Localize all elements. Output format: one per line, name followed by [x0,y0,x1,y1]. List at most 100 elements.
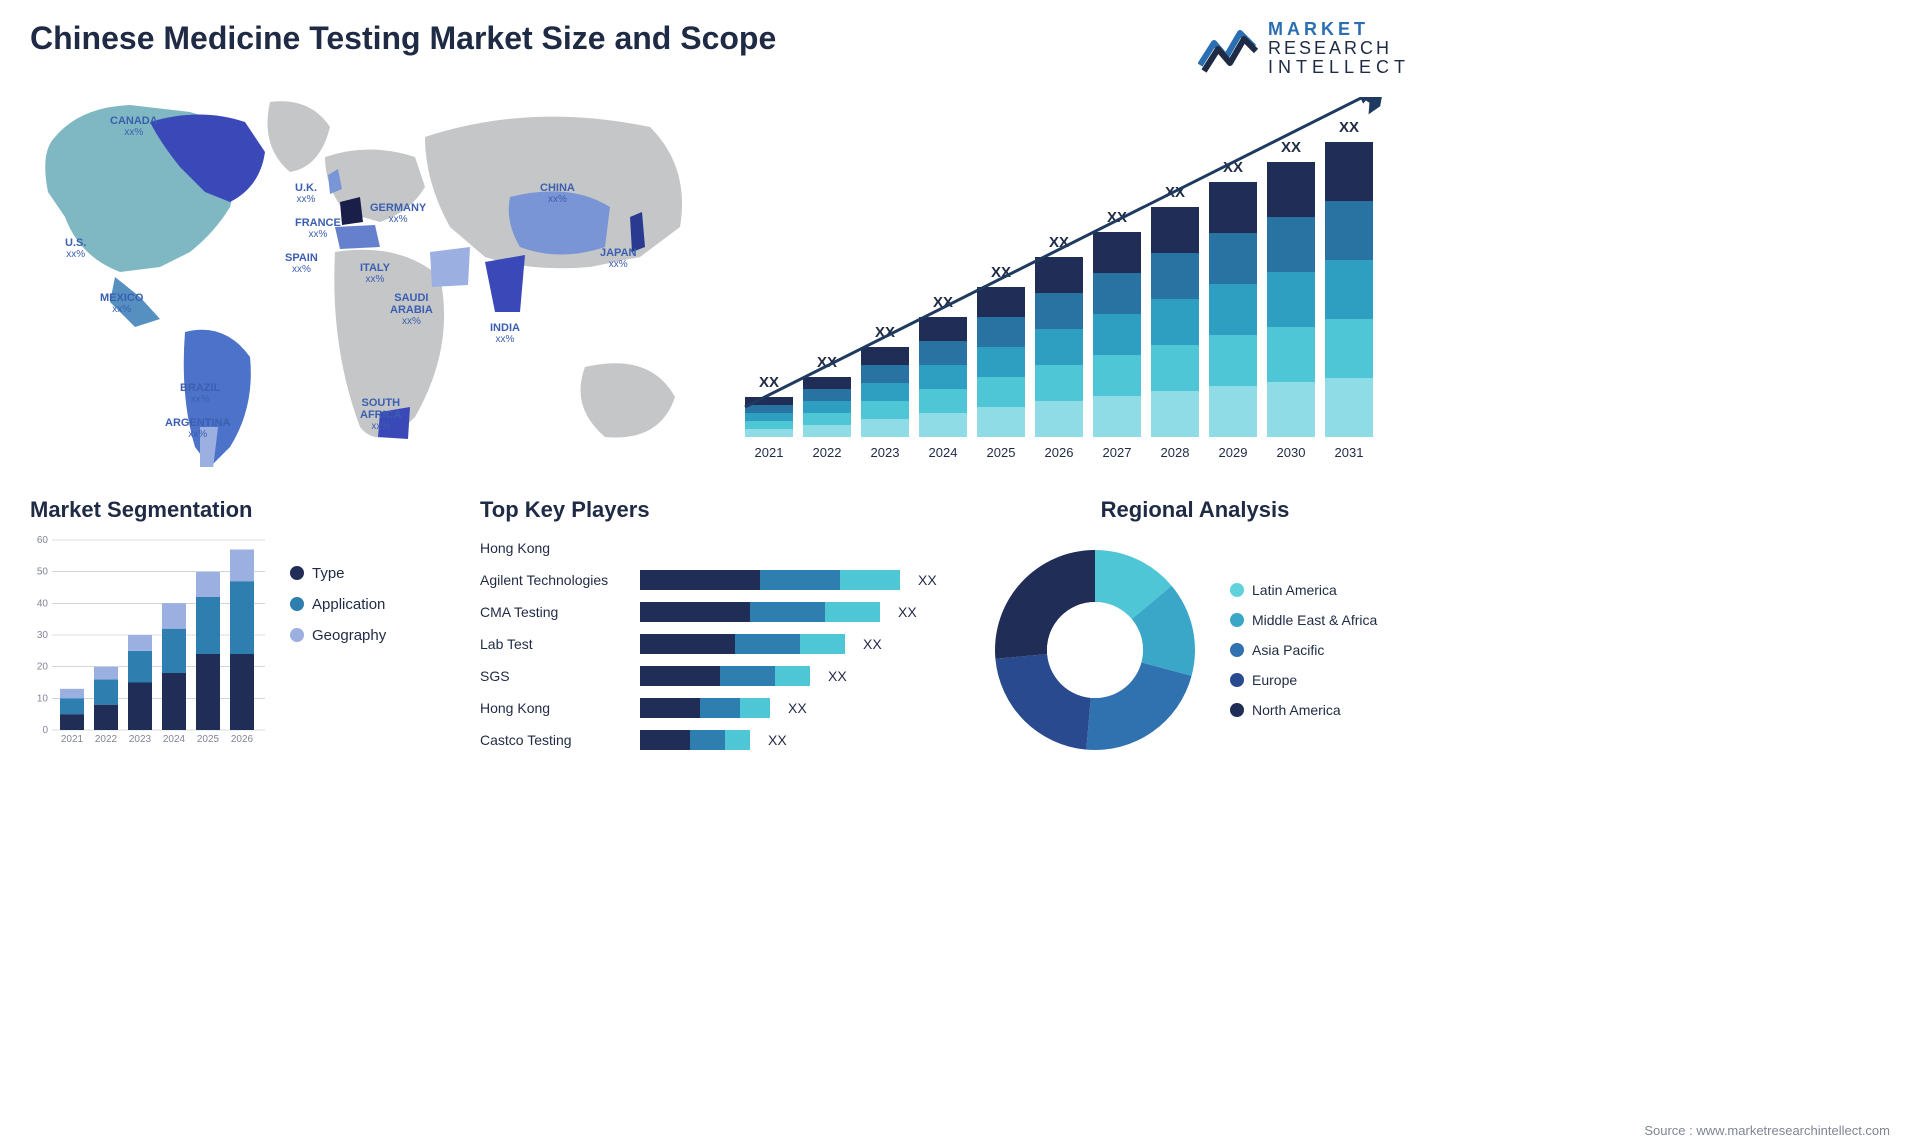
svg-text:2028: 2028 [1161,445,1190,460]
map-label: INDIAxx% [490,322,520,345]
map-label: ITALYxx% [360,262,390,285]
svg-text:0: 0 [42,725,48,736]
svg-text:2025: 2025 [987,445,1016,460]
svg-text:2031: 2031 [1335,445,1364,460]
legend-item: Middle East & Africa [1230,612,1377,628]
svg-text:2021: 2021 [61,734,84,745]
key-player-row: Lab Test XX [480,631,950,657]
player-name: Hong Kong [480,700,630,716]
map-label: CHINAxx% [540,182,575,205]
map-label: BRAZILxx% [180,382,220,405]
player-value: XX [768,732,787,748]
key-player-row: Agilent Technologies XX [480,567,950,593]
svg-text:2023: 2023 [871,445,900,460]
segmentation-title: Market Segmentation [30,497,450,523]
legend-dot [1230,703,1244,717]
bar-segment [640,634,735,654]
svg-text:2024: 2024 [163,734,186,745]
svg-text:2022: 2022 [95,734,118,745]
svg-text:40: 40 [37,598,49,609]
svg-text:XX: XX [759,374,779,391]
svg-text:50: 50 [37,566,49,577]
bar-segment [640,570,760,590]
player-name: Castco Testing [480,732,630,748]
svg-text:XX: XX [1339,119,1359,136]
legend-dot [1230,613,1244,627]
player-bar [640,698,770,718]
legend-item: Europe [1230,672,1377,688]
svg-text:2026: 2026 [1045,445,1074,460]
key-player-row: Hong Kong XX [480,695,950,721]
bar-segment [775,666,810,686]
svg-text:10: 10 [37,693,49,704]
legend-label: Middle East & Africa [1252,612,1377,628]
map-label: CANADAxx% [110,115,158,138]
bar-segment [725,730,750,750]
legend-dot [290,628,304,642]
map-label: U.K.xx% [295,182,317,205]
page-title: Chinese Medicine Testing Market Size and… [30,20,776,57]
donut-svg [980,535,1210,765]
svg-text:2029: 2029 [1219,445,1248,460]
map-label: MEXICOxx% [100,292,143,315]
legend-label: Geography [312,627,386,644]
source-footer: Source : www.marketresearchintellect.com [1644,1123,1890,1138]
bar-segment [640,730,690,750]
map-label: FRANCExx% [295,217,341,240]
legend-label: North America [1252,702,1341,718]
key-player-row: Castco Testing XX [480,727,950,753]
map-label: SOUTHAFRICAxx% [360,397,402,432]
key-player-row: Hong Kong [480,535,950,561]
legend-dot [1230,673,1244,687]
player-value: XX [863,636,882,652]
legend-dot [1230,643,1244,657]
world-map: CANADAxx%U.S.xx%MEXICOxx%BRAZILxx%ARGENT… [30,97,710,467]
key-player-row: CMA Testing XX [480,599,950,625]
legend-item: North America [1230,702,1377,718]
bar-segment [800,634,845,654]
legend-label: Type [312,565,345,582]
map-label: SAUDIARABIAxx% [390,292,433,327]
legend-item: Type [290,565,386,582]
bar-segment [750,602,825,622]
player-name: CMA Testing [480,604,630,620]
svg-text:XX: XX [1281,139,1301,156]
legend-item: Latin America [1230,582,1377,598]
svg-text:60: 60 [37,535,49,546]
player-name: SGS [480,668,630,684]
bar-segment [700,698,740,718]
svg-text:2023: 2023 [129,734,152,745]
header: Chinese Medicine Testing Market Size and… [30,20,1410,77]
svg-text:2025: 2025 [197,734,220,745]
player-value: XX [898,604,917,620]
donut-chart [980,535,1210,765]
legend-item: Asia Pacific [1230,642,1377,658]
map-label: ARGENTINAxx% [165,417,230,440]
player-bar [640,634,845,654]
growth-chart: XX2021XX2022XX2023XX2024XX2025XX2026XX20… [740,97,1410,467]
player-value: XX [918,572,937,588]
bar-segment [760,570,840,590]
segmentation-svg: 0102030405060202120222023202420252026 [30,535,270,745]
map-label: JAPANxx% [600,247,636,270]
player-name: Hong Kong [480,540,630,556]
svg-text:30: 30 [37,630,49,641]
bar-segment [825,602,880,622]
bar-segment [640,698,700,718]
legend-dot [290,597,304,611]
key-player-row: SGS XX [480,663,950,689]
segmentation-chart: 0102030405060202120222023202420252026 [30,535,270,745]
svg-text:2024: 2024 [929,445,958,460]
regional-title: Regional Analysis [980,497,1410,523]
svg-text:2022: 2022 [813,445,842,460]
bar-segment [735,634,800,654]
segmentation-legend: TypeApplicationGeography [290,535,386,745]
legend-dot [290,566,304,580]
player-bar [640,570,900,590]
top-row: CANADAxx%U.S.xx%MEXICOxx%BRAZILxx%ARGENT… [30,97,1410,467]
svg-text:20: 20 [37,661,49,672]
map-label: SPAINxx% [285,252,318,275]
player-name: Lab Test [480,636,630,652]
legend-dot [1230,583,1244,597]
legend-label: Europe [1252,672,1297,688]
